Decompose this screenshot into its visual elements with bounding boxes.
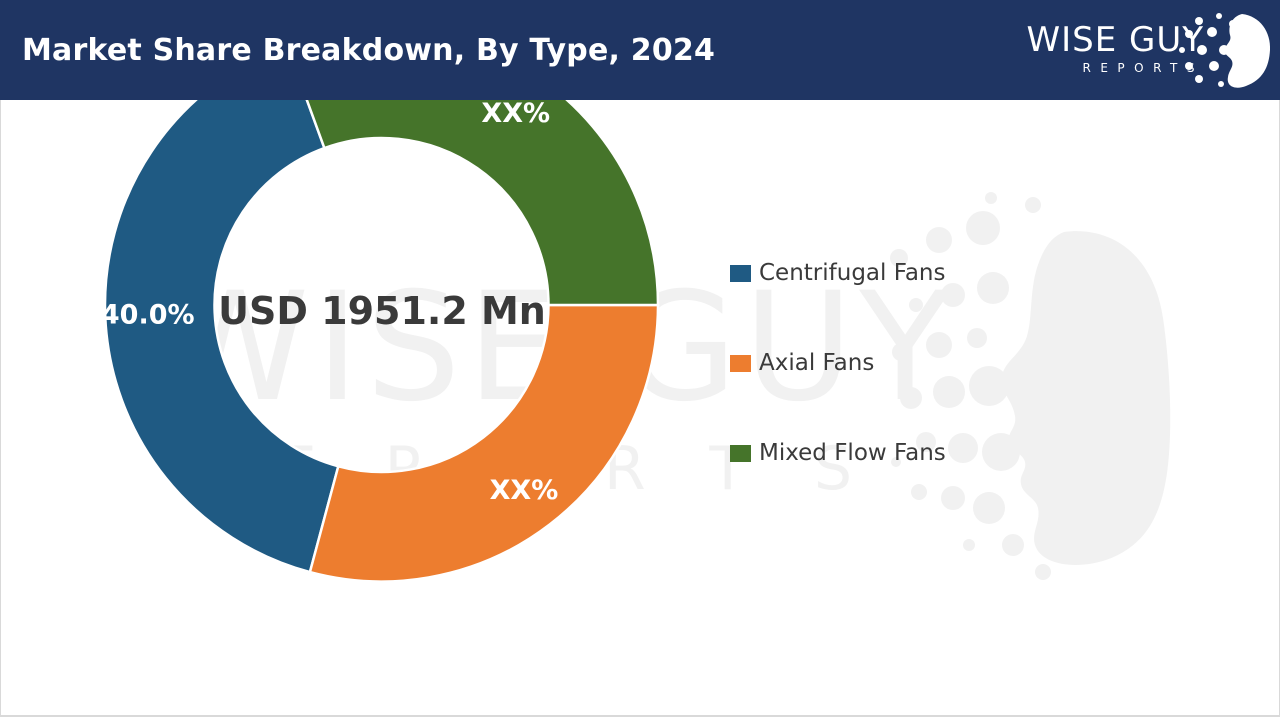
page-title: Market Share Breakdown, By Type, 2024 [22,32,716,68]
logo-wordmark: WISE GUY REPORTS [1026,22,1204,76]
center-value: USD 1951.2 Mn [218,289,546,333]
chart-area: WISE GUY REPORTS 40.0%XX%XX% USD 1951.2 … [0,100,1280,717]
legend-swatch [730,354,751,372]
legend-label: Axial Fans [759,350,875,376]
logo-line2: REPORTS [1082,61,1204,75]
logo-line1: WISE GUY [1026,20,1204,60]
legend: Centrifugal Fans Axial Fans Mixed Flow Fan… [730,256,946,526]
logo-face-icon [1179,13,1271,88]
donut-segment-mixed-flow-fans [305,100,660,307]
donut-chart: 40.0% XX% XX% [101,100,660,583]
legend-label: Centrifugal Fans [759,260,946,286]
legend-item: Centrifugal Fans [730,256,946,290]
slice-label-mixed-flow-fans: XX% [481,100,550,129]
header: Market Share Breakdown, By Type, 2024 WI… [0,0,1280,100]
donut-segment-centrifugal-fans [103,100,340,574]
donut-segment-axial-fans [308,303,660,583]
chart-canvas: 40.0% XX% XX% USD 1951.2 Mn [101,100,1171,583]
slice-label-axial-fans: XX% [490,475,559,506]
wiseguy-logo: WISE GUY REPORTS [1026,0,1276,100]
legend-item: Axial Fans [730,346,946,380]
legend-swatch [730,444,751,462]
legend-item: Mixed Flow Fans [730,436,946,470]
legend-swatch [730,264,751,282]
watermark-face [890,192,1171,580]
slice-label-centrifugal-fans: 40.0% [101,300,195,331]
legend-label: Mixed Flow Fans [759,440,946,466]
